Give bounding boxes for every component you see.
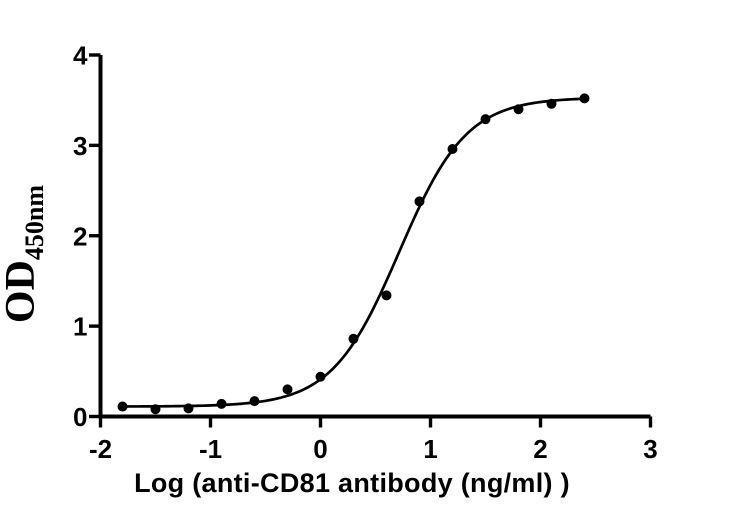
x-tick-label: 0 bbox=[313, 434, 327, 464]
y-axis-title-main: OD bbox=[0, 260, 44, 323]
x-tick-label: -2 bbox=[89, 434, 112, 464]
y-tick-label: 2 bbox=[73, 221, 87, 251]
y-axis-title: OD450nm bbox=[0, 185, 49, 323]
fit-curve bbox=[121, 97, 586, 408]
data-point bbox=[414, 196, 425, 207]
data-point bbox=[480, 114, 491, 125]
data-point bbox=[117, 401, 128, 412]
axes bbox=[98, 55, 651, 419]
data-point bbox=[249, 396, 260, 407]
x-tick-label: 1 bbox=[423, 434, 437, 464]
data-point bbox=[282, 384, 293, 395]
y-tick-label: 0 bbox=[73, 402, 87, 432]
data-point bbox=[579, 93, 590, 104]
data-point bbox=[216, 398, 227, 409]
y-axis-title-subscript: 450nm bbox=[20, 185, 49, 260]
y-tick-label: 4 bbox=[73, 41, 88, 71]
data-point bbox=[348, 333, 359, 344]
x-tick-label: 3 bbox=[643, 434, 657, 464]
data-point bbox=[513, 104, 524, 115]
data-point bbox=[381, 290, 392, 301]
data-point bbox=[447, 143, 458, 154]
y-tick-label: 3 bbox=[73, 131, 87, 161]
x-axis-title: Log (anti-CD81 antibody (ng/ml) ) bbox=[134, 468, 570, 498]
data-point bbox=[315, 371, 326, 382]
x-tick-label: -1 bbox=[199, 434, 222, 464]
x-tick-label: 2 bbox=[533, 434, 547, 464]
chart-generated-layer: -2 -1 0 1 2 3 0 1 2 3 4 bbox=[73, 41, 658, 465]
data-point bbox=[183, 403, 194, 414]
data-point bbox=[546, 98, 557, 109]
y-tick-label: 1 bbox=[73, 312, 87, 342]
data-point bbox=[150, 404, 161, 415]
